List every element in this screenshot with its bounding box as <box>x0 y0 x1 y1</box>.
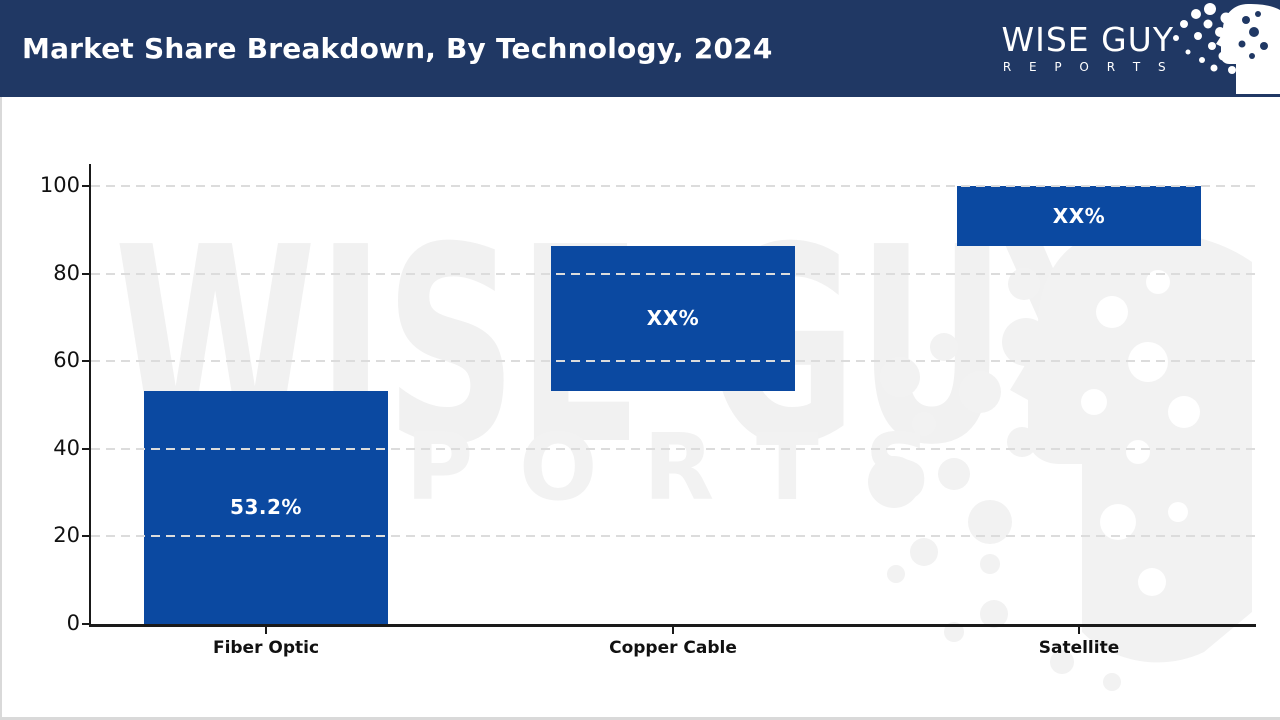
y-tick-mark <box>82 623 90 625</box>
plot-area: WISE GUY REPORTS 0 20 40 60 80 100 53.2% XX% XX%… <box>2 97 1280 717</box>
head-profile-icon <box>1173 2 1280 94</box>
chart-title: Market Share Breakdown, By Technology, 2… <box>22 32 773 65</box>
y-tick-label: 40 <box>53 435 80 460</box>
x-axis-line <box>89 624 1256 627</box>
bar-value-label: 53.2% <box>230 495 302 520</box>
head-profile-watermark <box>868 230 1252 691</box>
bar-satellite: XX% <box>957 186 1201 246</box>
x-tick-mark <box>1078 626 1080 634</box>
y-tick-mark <box>82 360 90 363</box>
header: Market Share Breakdown, By Technology, 2… <box>0 0 1280 97</box>
x-category-label: Satellite <box>1038 638 1120 658</box>
y-tick-label: 80 <box>53 260 80 285</box>
brand-logo: WISE GUY R E P O R T S <box>1001 0 1280 97</box>
bar-fiber-optic: 53.2% <box>144 390 388 624</box>
gridline-20 <box>91 535 1255 538</box>
y-tick-label: 100 <box>39 173 80 197</box>
y-tick-mark <box>82 272 90 275</box>
bar-value-label: XX% <box>646 306 700 331</box>
y-tick-label: 0 <box>66 611 80 635</box>
gridline-100 <box>91 185 1255 187</box>
x-category-label: Copper Cable <box>609 638 737 658</box>
x-tick-mark <box>265 626 267 634</box>
y-tick-mark <box>82 447 90 450</box>
gridline-60 <box>91 360 1255 363</box>
gridline-40 <box>91 447 1255 450</box>
bar-copper-cable: XX% <box>551 245 795 391</box>
brand-name: WISE GUY <box>1001 20 1174 60</box>
y-tick-label: 20 <box>53 523 80 548</box>
y-tick-label: 60 <box>53 348 80 373</box>
gridline-80 <box>91 272 1255 275</box>
x-category-label: Fiber Optic <box>212 638 320 658</box>
y-axis-line <box>89 164 91 627</box>
brand-tagline: R E P O R T S <box>1002 59 1173 74</box>
brand-logo-text: WISE GUY R E P O R T S <box>1001 23 1174 74</box>
x-tick-mark <box>672 626 674 634</box>
y-tick-mark <box>82 185 90 187</box>
y-tick-mark <box>82 535 90 538</box>
bar-value-label: XX% <box>1052 203 1106 228</box>
